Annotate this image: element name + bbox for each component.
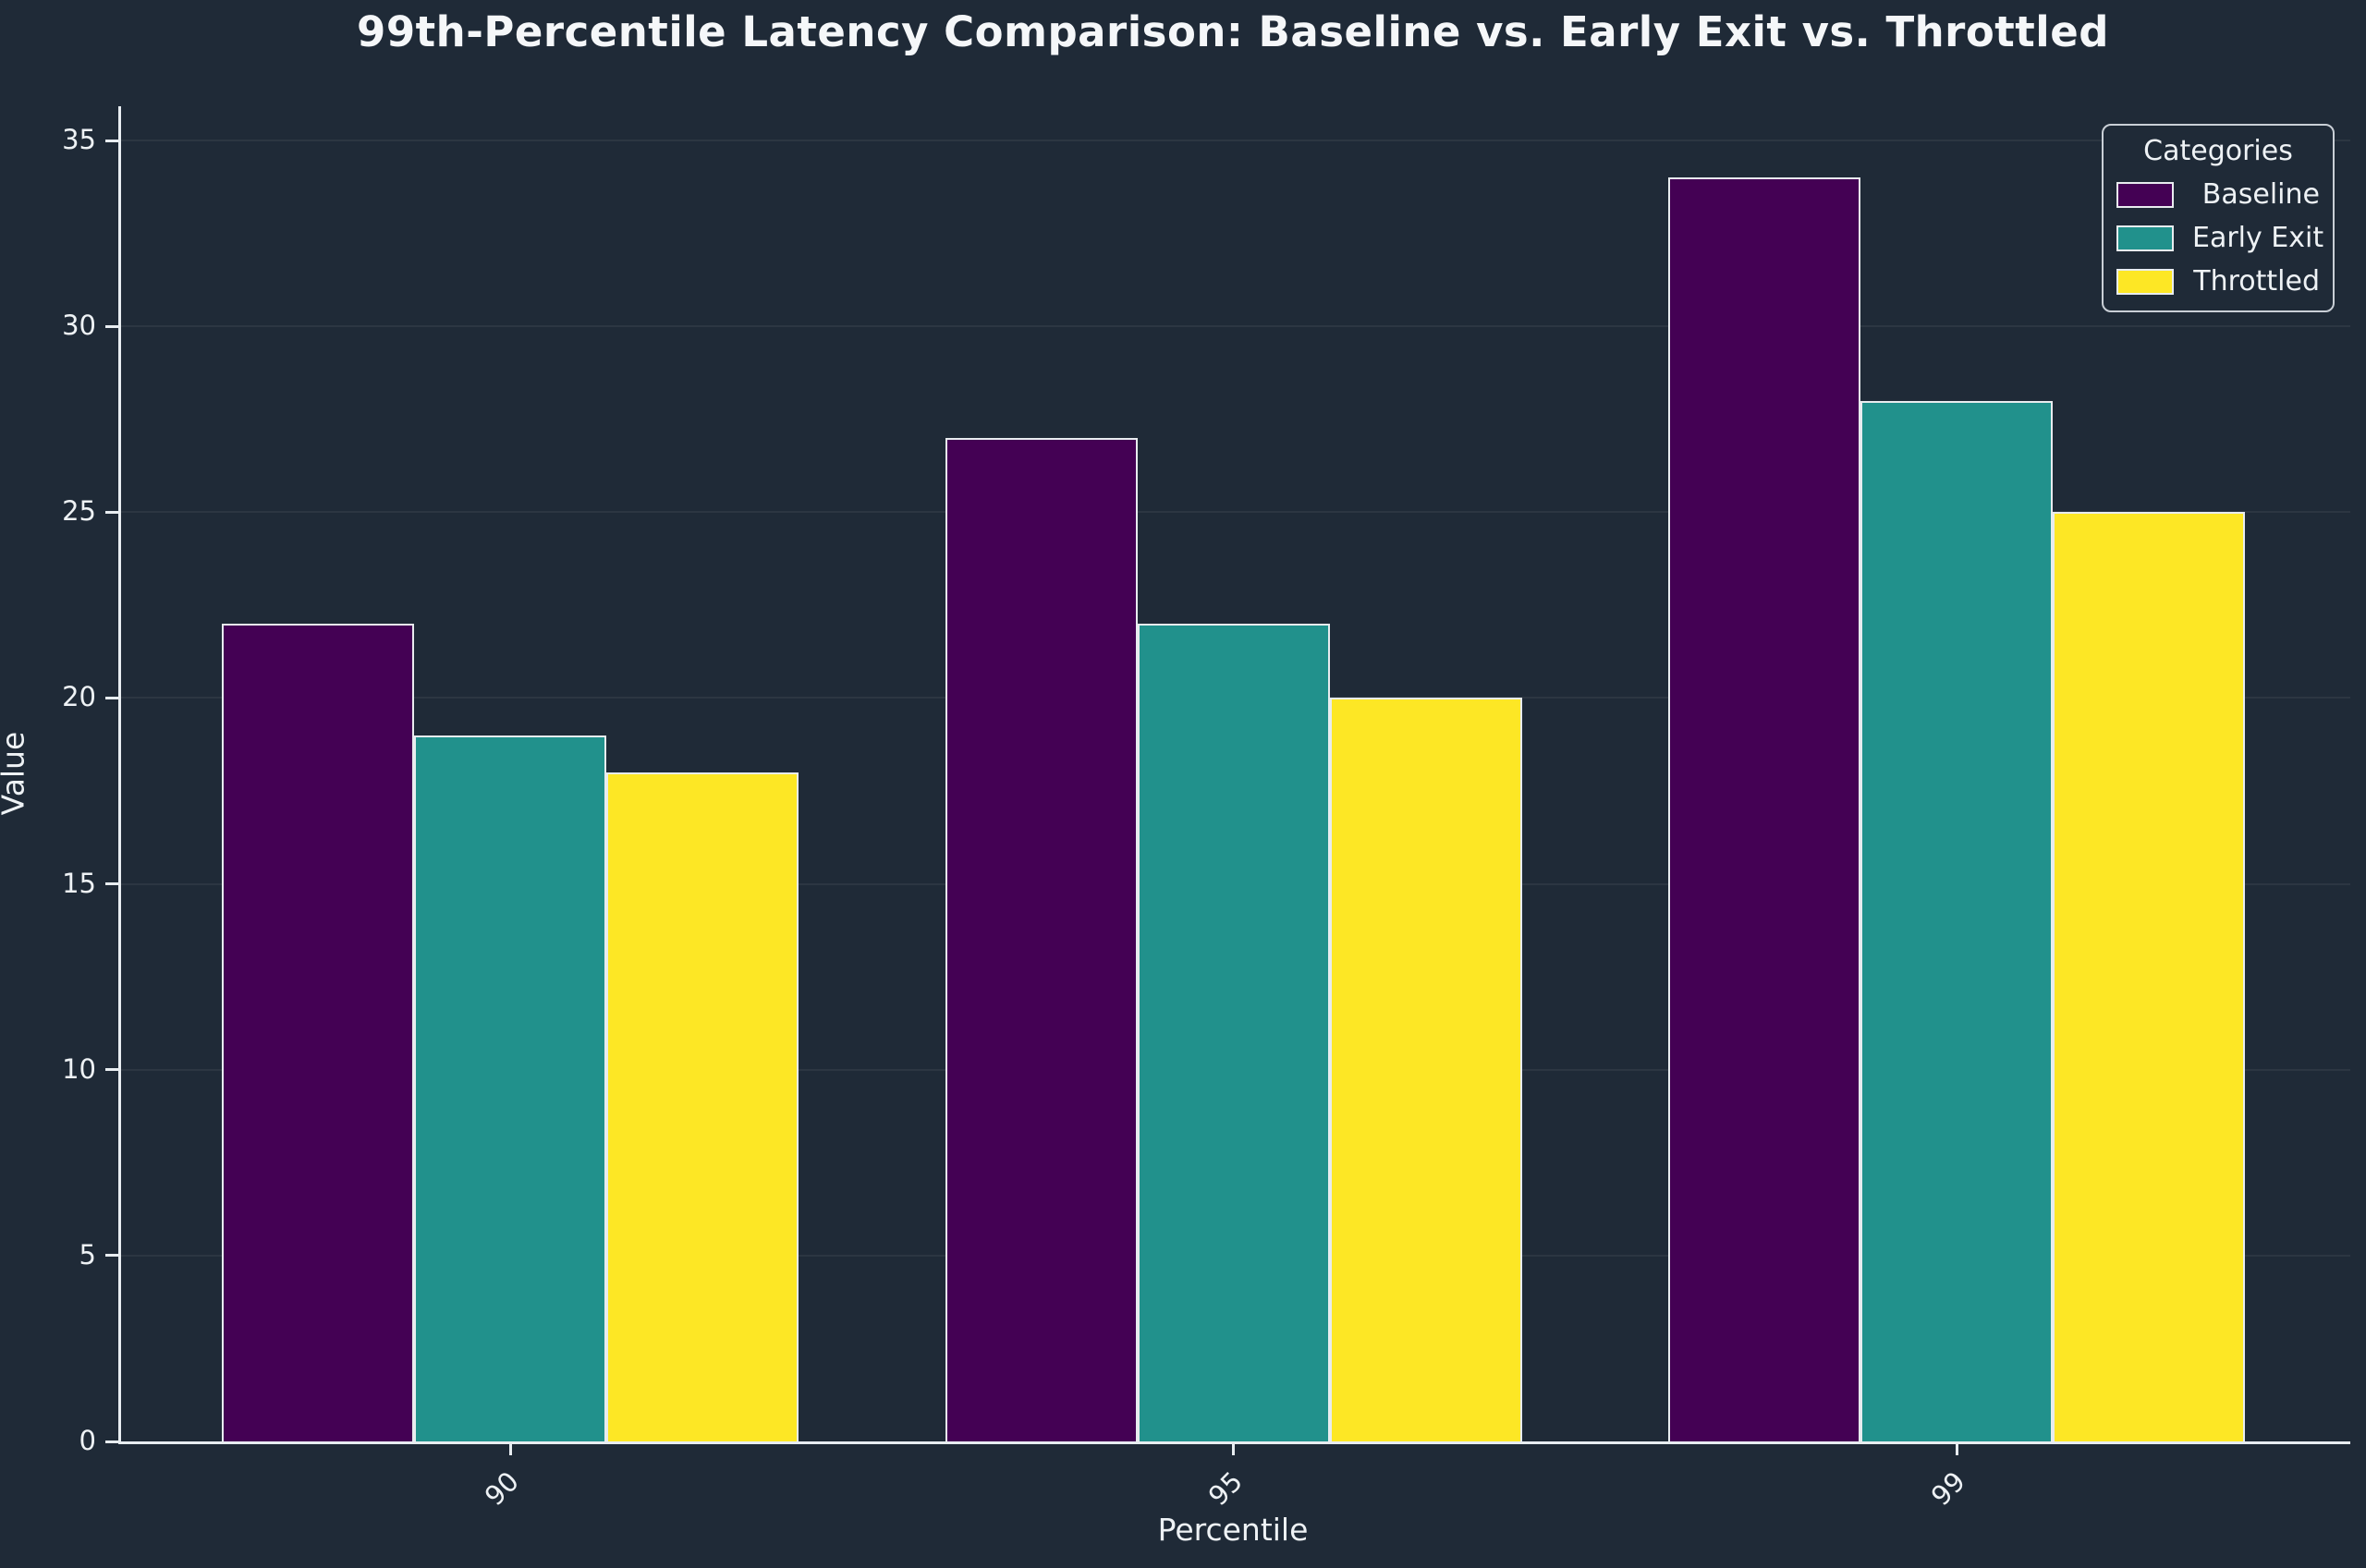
- y-tick-label-0: 0: [79, 1425, 96, 1456]
- legend-rows: Baseline Early Exit Throttled: [2116, 178, 2324, 298]
- y-tick-mark-35: [105, 139, 118, 142]
- legend-swatch-early-exit: [2116, 225, 2174, 251]
- gridline-y-30: [121, 325, 2350, 328]
- legend-swatch-throttled: [2116, 268, 2174, 295]
- legend-row-early-exit: Early Exit: [2116, 222, 2324, 254]
- bar-baseline-90: [222, 623, 414, 1441]
- y-tick-mark-25: [105, 510, 118, 514]
- bar-baseline-99: [1668, 177, 1860, 1441]
- legend-row-baseline: Baseline: [2116, 178, 2320, 211]
- x-tick-label-99: 99: [1924, 1465, 1972, 1513]
- y-tick-label-35: 35: [62, 124, 96, 155]
- y-tick-label-10: 10: [62, 1052, 96, 1085]
- gridline-y-25: [121, 511, 2350, 514]
- bar-early-exit-95: [1137, 623, 1330, 1441]
- legend-label-throttled: Throttled: [2193, 265, 2320, 298]
- legend-row-throttled: Throttled: [2116, 265, 2320, 298]
- y-tick-mark-5: [105, 1254, 118, 1258]
- legend-label-baseline: Baseline: [2201, 178, 2320, 211]
- x-tick-mark-90: [508, 1441, 512, 1455]
- x-tick-mark-99: [1955, 1441, 1958, 1455]
- gridline-y-35: [121, 140, 2350, 141]
- bar-early-exit-90: [414, 735, 606, 1441]
- plot-area: 0 5 10 15 20 25 30 35 90 95 99: [62, 106, 2350, 1512]
- y-tick-mark-30: [105, 324, 118, 328]
- legend-label-early-exit: Early Exit: [2192, 222, 2324, 254]
- y-tick-mark-20: [105, 696, 118, 699]
- chart-title: 99th-Percentile Latency Comparison: Base…: [357, 7, 2109, 56]
- bar-baseline-95: [945, 437, 1138, 1441]
- legend-swatch-baseline: [2116, 181, 2174, 208]
- legend: Categories Baseline Early Exit Throttled: [2102, 124, 2335, 312]
- x-tick-label-90: 90: [478, 1465, 526, 1513]
- y-tick-mark-0: [105, 1440, 118, 1443]
- bar-throttled-90: [606, 772, 799, 1441]
- bar-throttled-95: [1329, 698, 1522, 1441]
- y-tick-mark-15: [105, 882, 118, 886]
- x-tick-label-95: 95: [1201, 1465, 1249, 1513]
- y-tick-mark-10: [105, 1068, 118, 1072]
- bar-early-exit-99: [1860, 400, 2053, 1441]
- x-axis-label: Percentile: [1157, 1512, 1309, 1548]
- bar-throttled-99: [2053, 512, 2245, 1441]
- y-tick-label-15: 15: [62, 867, 96, 899]
- legend-title: Categories: [2143, 135, 2293, 167]
- x-tick-mark-95: [1232, 1441, 1235, 1455]
- y-tick-label-30: 30: [62, 310, 96, 342]
- y-tick-label-5: 5: [79, 1238, 96, 1270]
- y-tick-label-20: 20: [62, 681, 96, 713]
- y-axis-label: Value: [0, 731, 31, 816]
- y-tick-label-25: 25: [62, 495, 96, 528]
